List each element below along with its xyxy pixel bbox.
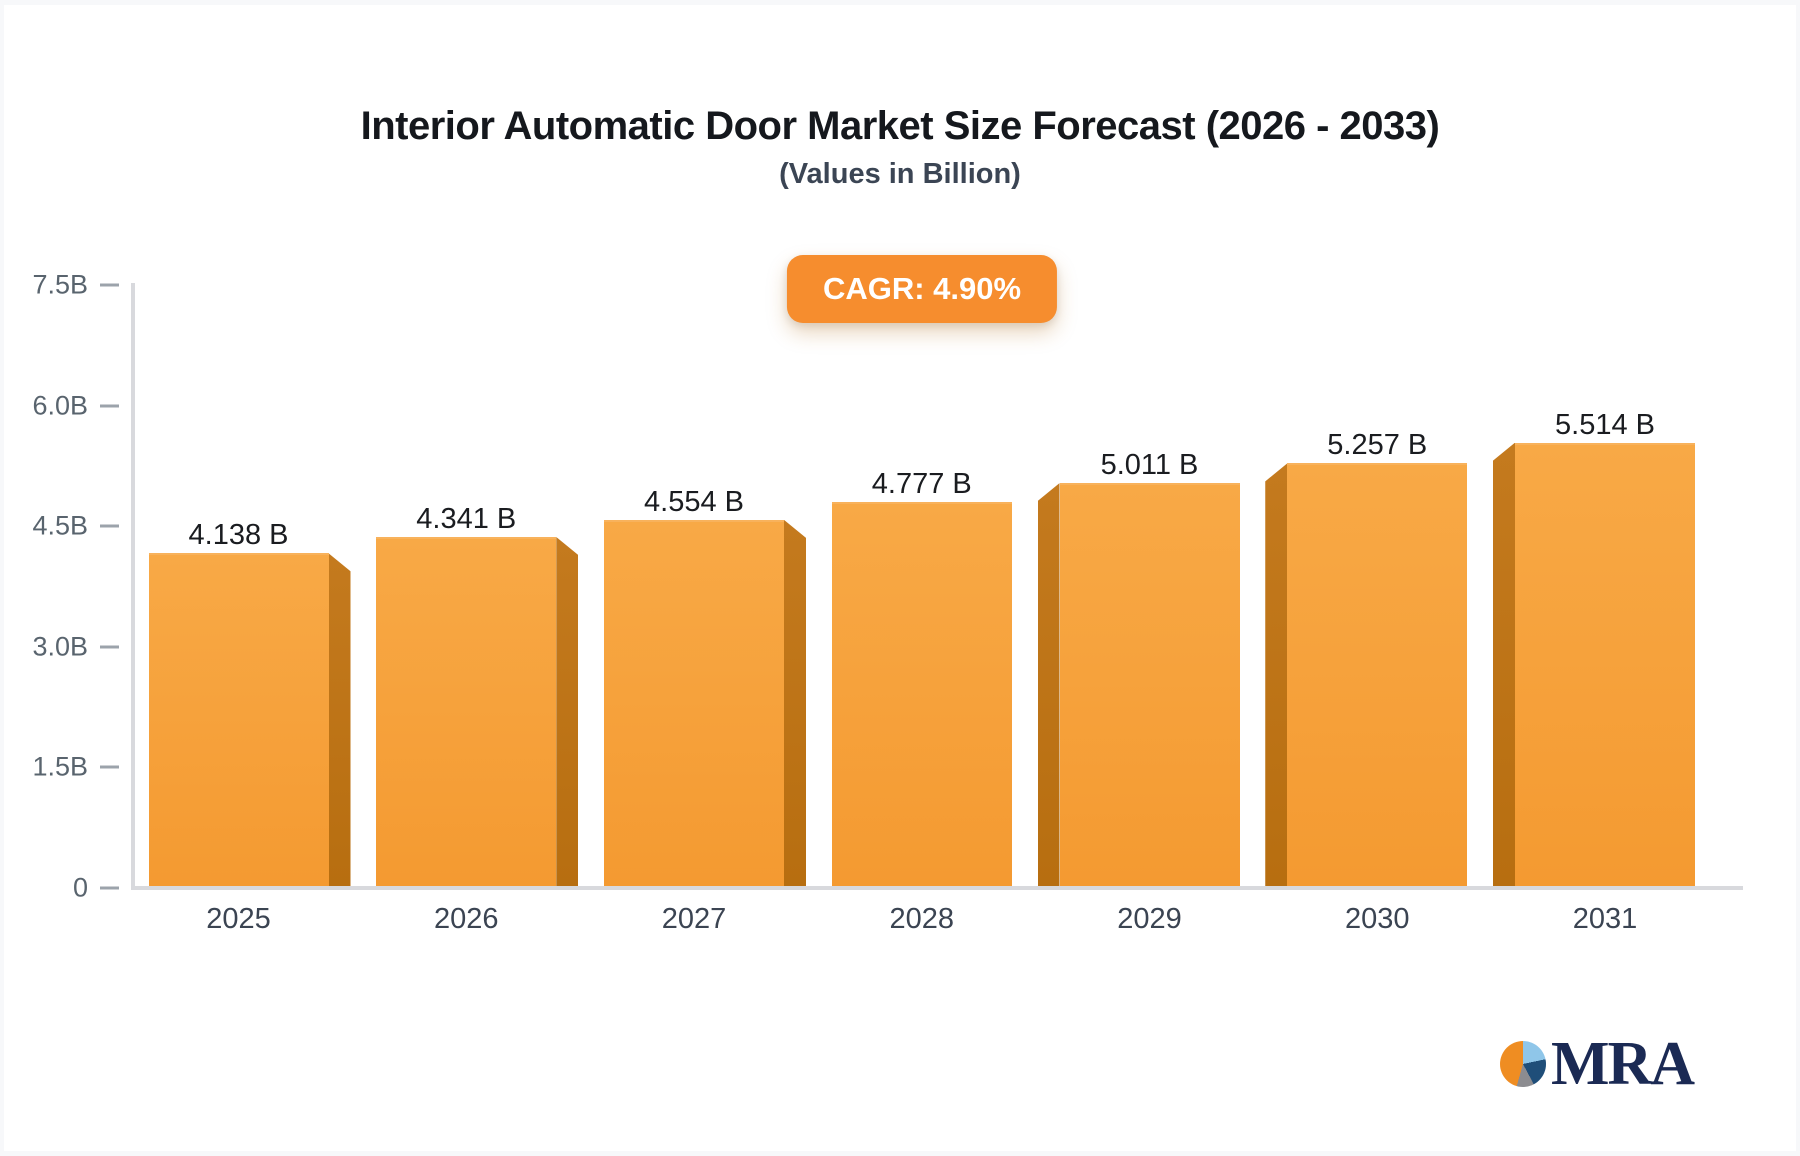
bar-2026	[376, 536, 557, 886]
mra-logo-text: MRA	[1551, 1030, 1695, 1098]
y-axis-tick-1.5B	[100, 765, 119, 769]
bar-value-label-2031: 5.514 B	[1555, 408, 1655, 441]
cagr-badge: CAGR: 4.90%	[786, 255, 1058, 323]
y-axis-tick-3.0B	[100, 645, 119, 649]
y-axis-tick-6.0B	[100, 404, 119, 408]
x-axis-label-2026: 2026	[433, 903, 499, 935]
bar-2031	[1515, 442, 1695, 886]
bar-3d-side-2026	[556, 536, 579, 886]
x-axis-line	[131, 886, 1743, 890]
mra-pie-logo-icon	[1500, 1041, 1546, 1087]
bar-value-label-2029: 5.011 B	[1100, 449, 1199, 482]
bar-value-label-2028: 4.777 B	[871, 467, 972, 500]
bar-3d-side-2027	[784, 519, 806, 886]
y-axis-tick-7.5B	[100, 283, 119, 287]
bar-2027	[604, 519, 784, 886]
bar-2025	[148, 553, 329, 886]
y-axis-tick-0	[100, 886, 119, 890]
bar-3d-side-2029	[1037, 483, 1060, 886]
mra-logo[interactable]: MRA	[1500, 1030, 1695, 1098]
y-axis-label-3.0B: 3.0B	[32, 631, 88, 662]
y-axis-label-0: 0	[72, 872, 88, 903]
bar-3d-side-2030	[1265, 463, 1288, 886]
bar-2028	[831, 501, 1012, 886]
bar-value-label-2025: 4.138 B	[188, 519, 289, 552]
x-axis-label-2025: 2025	[206, 903, 271, 935]
x-axis-label-2031: 2031	[1572, 903, 1638, 935]
y-axis-label-6.0B: 6.0B	[32, 390, 88, 421]
x-axis-label-2028: 2028	[889, 903, 955, 935]
y-axis-tick-4.5B	[100, 524, 119, 528]
chart-title: Interior Automatic Door Market Size Fore…	[360, 104, 1440, 148]
bar-value-label-2027: 4.554 B	[644, 485, 744, 518]
chart-subtitle: (Values in Billion)	[779, 158, 1021, 190]
x-axis-label-2029: 2029	[1117, 903, 1182, 935]
y-axis-line	[131, 283, 135, 890]
bar-3d-side-2031	[1493, 442, 1515, 886]
x-axis-label-2027: 2027	[661, 903, 727, 935]
y-axis-label-1.5B: 1.5B	[32, 751, 88, 782]
bar-value-label-2026: 4.341 B	[416, 502, 517, 535]
bar-2029	[1059, 483, 1240, 886]
x-axis-label-2030: 2030	[1344, 903, 1410, 935]
y-axis-label-4.5B: 4.5B	[32, 510, 88, 541]
bar-2030	[1287, 463, 1468, 886]
y-axis-label-7.5B: 7.5B	[32, 269, 88, 300]
bar-3d-side-2025	[328, 553, 351, 886]
bar-value-label-2030: 5.257 B	[1327, 429, 1428, 462]
